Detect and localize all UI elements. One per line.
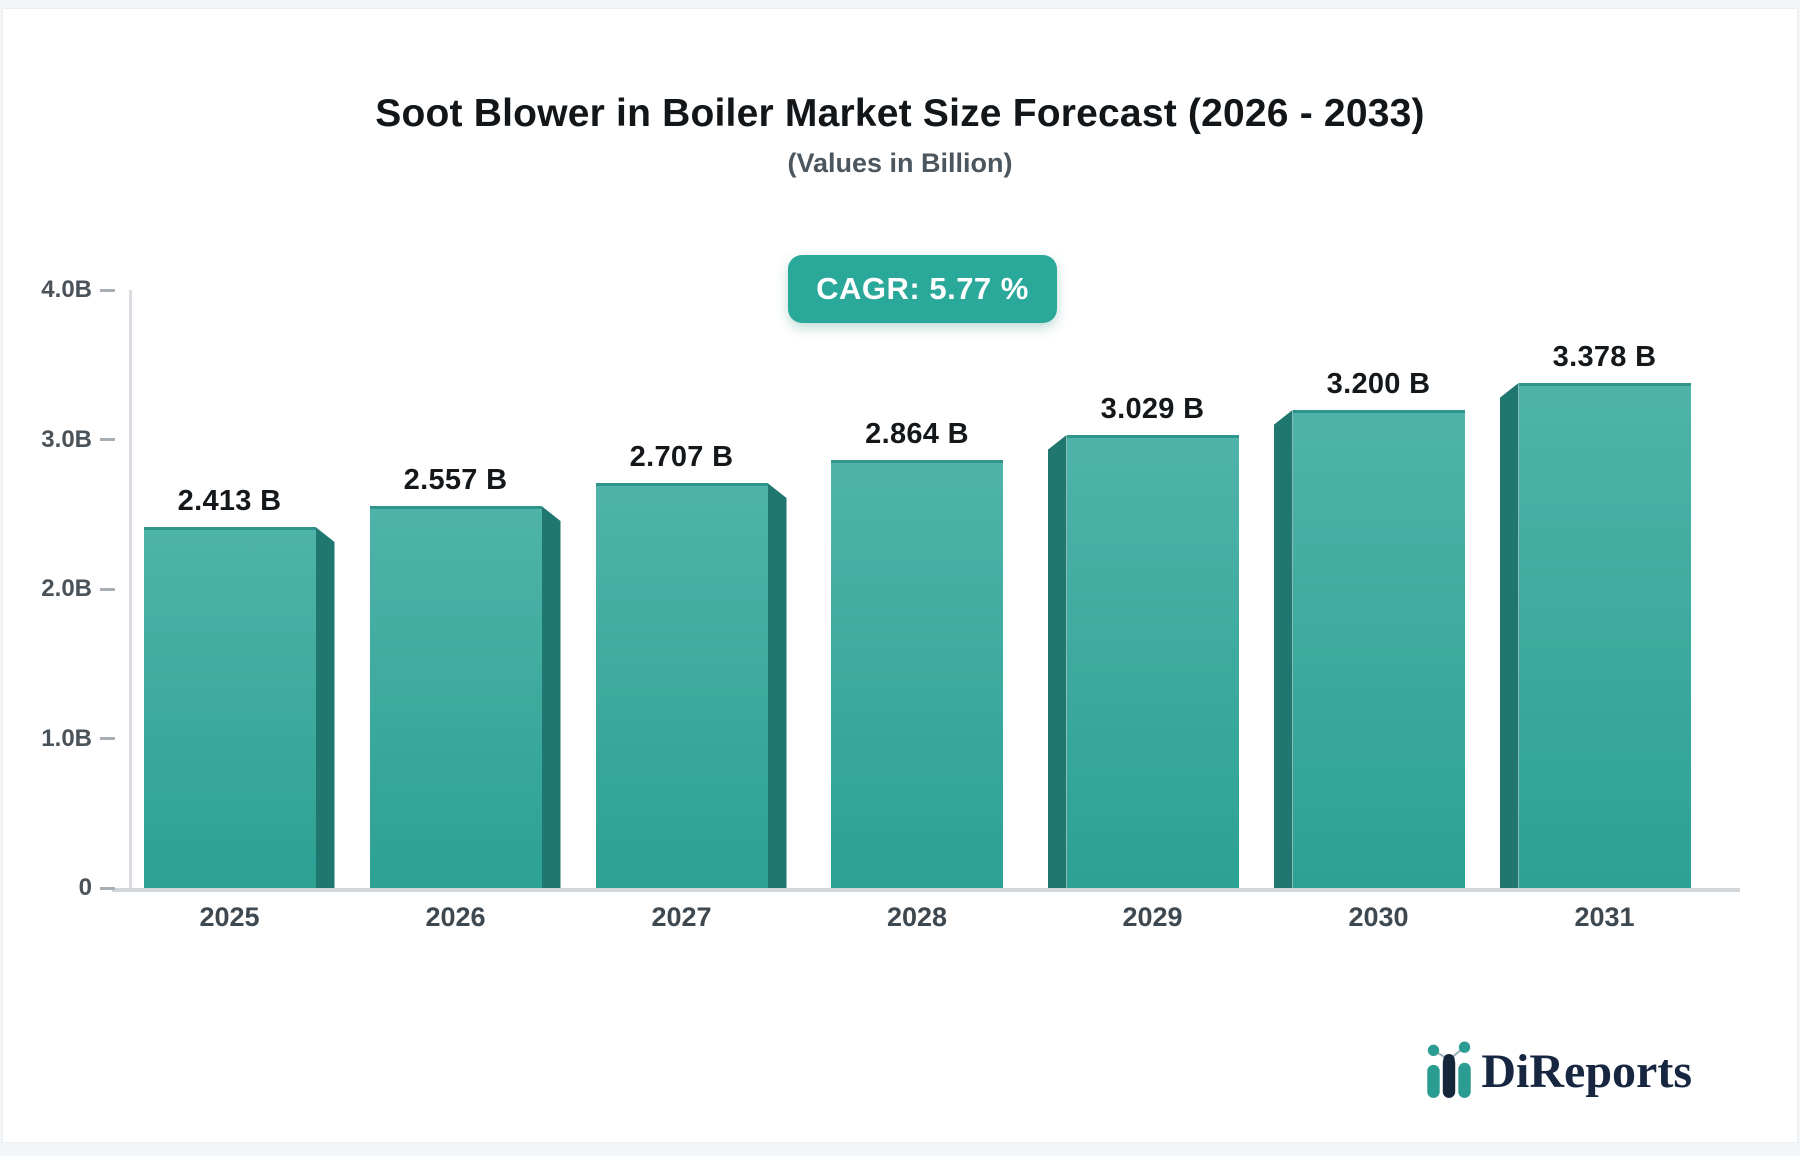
cagr-badge-label: CAGR: 5.77 %	[816, 271, 1029, 306]
bar	[143, 527, 316, 888]
direports-logo: DiReports	[1425, 1038, 1692, 1100]
cagr-badge: CAGR: 5.77 %	[788, 255, 1057, 323]
bar-3d-side	[767, 483, 787, 888]
bar-3d-side	[1273, 410, 1293, 888]
x-axis-label: 2025	[199, 902, 260, 932]
y-axis-label: 1.0B	[41, 724, 92, 752]
bar-3d-side	[315, 527, 335, 888]
bar	[831, 460, 1003, 888]
x-axis-label: 2029	[1122, 902, 1183, 932]
chart-subtitle: (Values in Billion)	[787, 148, 1013, 178]
bar-3d-side	[1499, 383, 1519, 888]
y-axis-label: 3.0B	[41, 425, 92, 453]
logo-text: DiReports	[1481, 1045, 1692, 1098]
bar-value-label: 3.200 B	[1326, 368, 1431, 400]
y-axis-label: 4.0B	[41, 276, 92, 303]
x-axis-label: 2026	[425, 902, 486, 932]
y-axis-tick	[100, 886, 115, 890]
bar-3d-side	[1047, 435, 1067, 888]
bar-value-label: 2.864 B	[865, 418, 969, 450]
bar	[1518, 383, 1691, 888]
x-axis-label: 2031	[1574, 902, 1635, 932]
y-axis-tick	[100, 587, 115, 591]
y-axis-tick	[100, 438, 115, 441]
y-axis-line	[129, 290, 132, 888]
bar	[1292, 410, 1465, 888]
bar	[595, 483, 768, 888]
y-axis-label: 2.0B	[41, 575, 92, 602]
y-axis-tick	[100, 288, 115, 292]
x-axis-baseline	[112, 888, 1740, 892]
bar-value-label: 3.378 B	[1552, 341, 1657, 373]
x-axis-label: 2028	[886, 902, 948, 932]
bar-value-label: 2.413 B	[177, 485, 282, 517]
bar-3d-side	[541, 506, 561, 888]
bar-value-label: 2.557 B	[403, 464, 508, 496]
bar-chart-logo-icon	[1427, 1041, 1472, 1098]
bar-value-label: 2.707 B	[629, 441, 734, 473]
bar	[369, 506, 542, 888]
x-axis-label: 2030	[1348, 902, 1409, 932]
y-axis-label: 0	[78, 874, 92, 901]
y-axis-tick	[100, 737, 115, 740]
chart-title: Soot Blower in Boiler Market Size Foreca…	[375, 92, 1425, 135]
x-axis-label: 2027	[651, 902, 712, 932]
bar	[1066, 435, 1239, 888]
bar-value-label: 3.029 B	[1100, 393, 1205, 425]
